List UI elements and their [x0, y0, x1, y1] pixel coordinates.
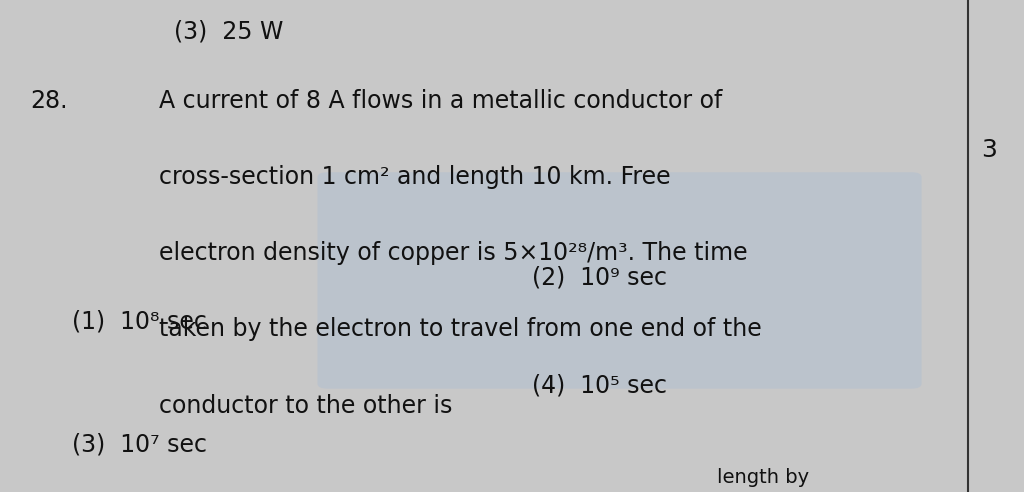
Text: taken by the electron to travel from one end of the: taken by the electron to travel from one… — [159, 317, 762, 341]
Text: (3)  10⁷ sec: (3) 10⁷ sec — [72, 433, 207, 457]
Text: A current of 8 A flows in a metallic conductor of: A current of 8 A flows in a metallic con… — [159, 89, 722, 113]
Text: conductor to the other is: conductor to the other is — [159, 394, 452, 418]
Text: 28.: 28. — [31, 89, 69, 113]
FancyBboxPatch shape — [317, 172, 922, 389]
Text: (1)  10⁸ sec: (1) 10⁸ sec — [72, 310, 207, 334]
Text: (3)  25 W: (3) 25 W — [174, 20, 284, 44]
Text: electron density of copper is 5×10²⁸/m³. The time: electron density of copper is 5×10²⁸/m³.… — [159, 241, 748, 265]
Text: (4)  10⁵ sec: (4) 10⁵ sec — [532, 374, 668, 398]
Text: length by: length by — [717, 468, 809, 487]
Text: cross-section 1 cm² and length 10 km. Free: cross-section 1 cm² and length 10 km. Fr… — [159, 165, 671, 189]
Text: (2)  10⁹ sec: (2) 10⁹ sec — [532, 266, 668, 290]
Text: 3: 3 — [981, 138, 997, 162]
